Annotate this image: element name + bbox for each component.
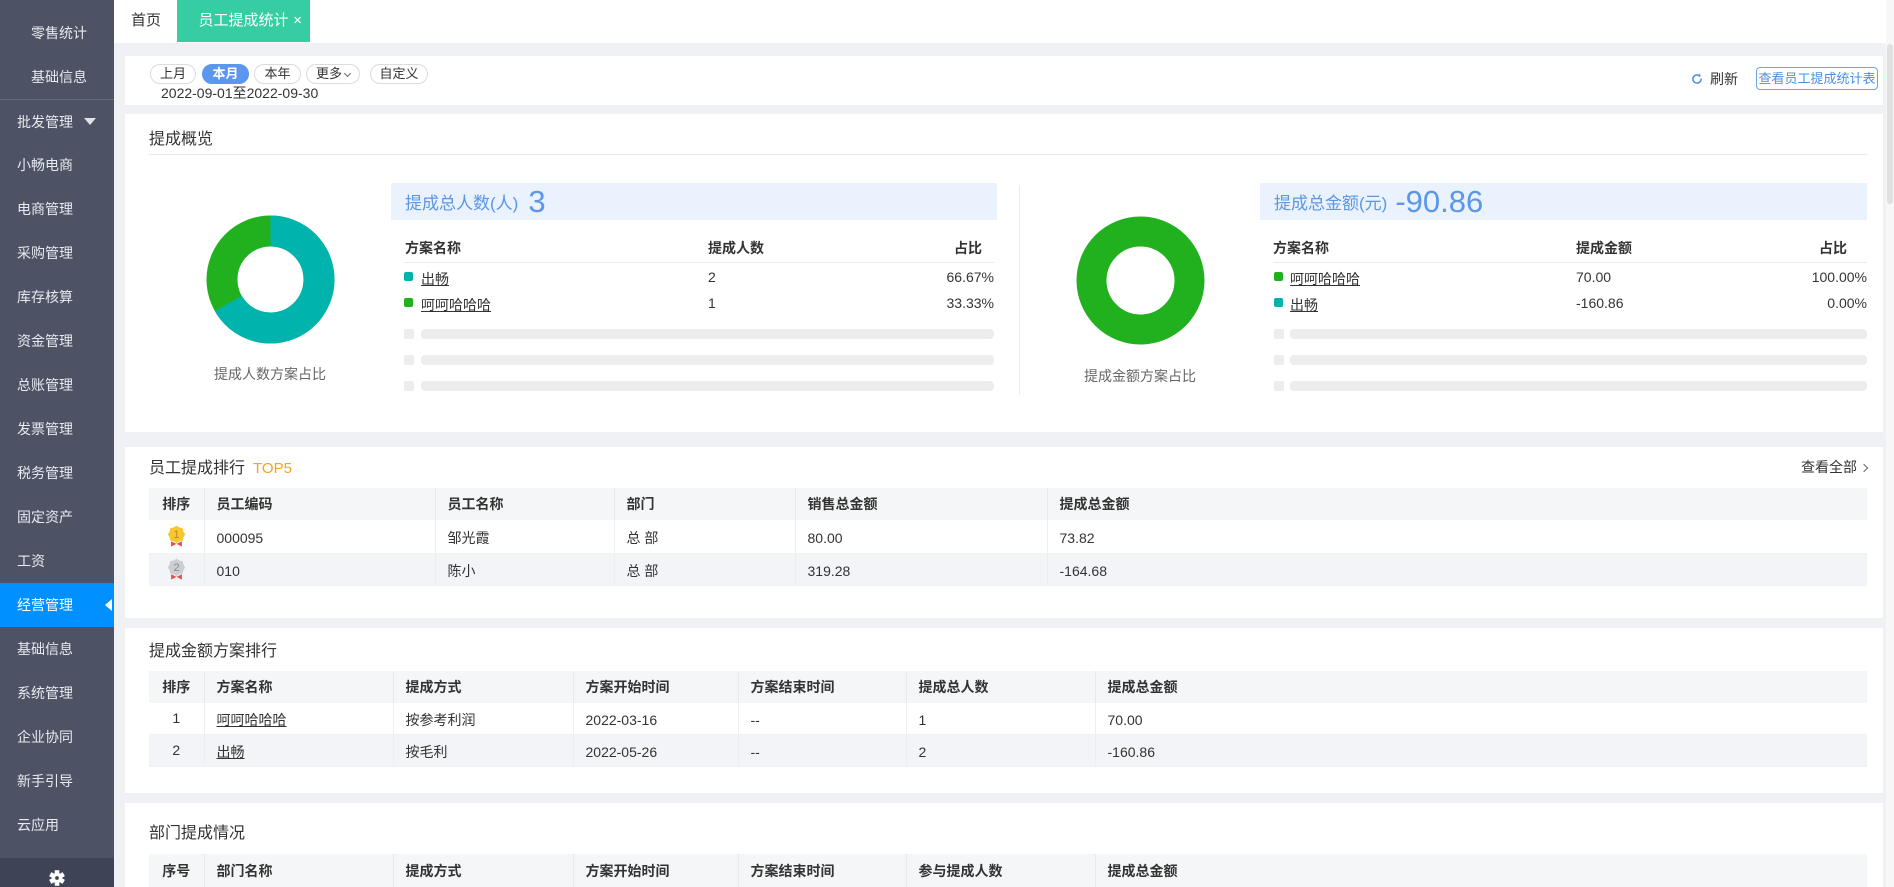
svg-text:1: 1 — [173, 529, 179, 541]
svg-text:2: 2 — [173, 562, 179, 574]
